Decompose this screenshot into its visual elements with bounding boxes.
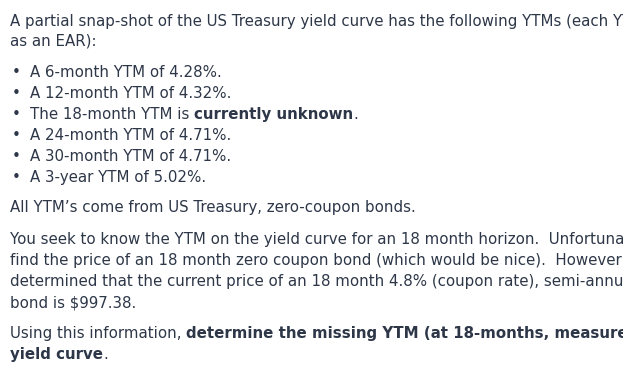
Text: determined that the current price of an 18 month 4.8% (coupon rate), semi-annual: determined that the current price of an … [10, 274, 623, 289]
Text: A 6-month YTM of 4.28%.: A 6-month YTM of 4.28%. [30, 65, 222, 80]
Text: A 12-month YTM of 4.32%.: A 12-month YTM of 4.32%. [30, 86, 231, 101]
Text: currently unknown: currently unknown [194, 107, 353, 122]
Text: •: • [12, 65, 21, 80]
Text: •: • [12, 128, 21, 143]
Text: Using this information,: Using this information, [10, 326, 186, 341]
Text: as an EAR):: as an EAR): [10, 34, 97, 49]
Text: A 24-month YTM of 4.71%.: A 24-month YTM of 4.71%. [30, 128, 231, 143]
Text: •: • [12, 107, 21, 122]
Text: .: . [103, 347, 108, 362]
Text: yield curve: yield curve [10, 347, 103, 362]
Text: A 30-month YTM of 4.71%.: A 30-month YTM of 4.71%. [30, 149, 231, 164]
Text: A partial snap-shot of the US Treasury yield curve has the following YTMs (each : A partial snap-shot of the US Treasury y… [10, 14, 623, 29]
Text: bond is $997.38.: bond is $997.38. [10, 295, 136, 310]
Text: •: • [12, 86, 21, 101]
Text: •: • [12, 170, 21, 185]
Text: The 18-month YTM is: The 18-month YTM is [30, 107, 194, 122]
Text: All YTM’s come from US Treasury, zero-coupon bonds.: All YTM’s come from US Treasury, zero-co… [10, 200, 416, 215]
Text: You seek to know the YTM on the yield curve for an 18 month horizon.  Unfortunat: You seek to know the YTM on the yield cu… [10, 232, 623, 247]
Text: determine the missing YTM (at 18-months, measured as an EAR) on the: determine the missing YTM (at 18-months,… [186, 326, 623, 341]
Text: •: • [12, 149, 21, 164]
Text: find the price of an 18 month zero coupon bond (which would be nice).  However, : find the price of an 18 month zero coupo… [10, 253, 623, 268]
Text: .: . [353, 107, 358, 122]
Text: A 3-year YTM of 5.02%.: A 3-year YTM of 5.02%. [30, 170, 206, 185]
